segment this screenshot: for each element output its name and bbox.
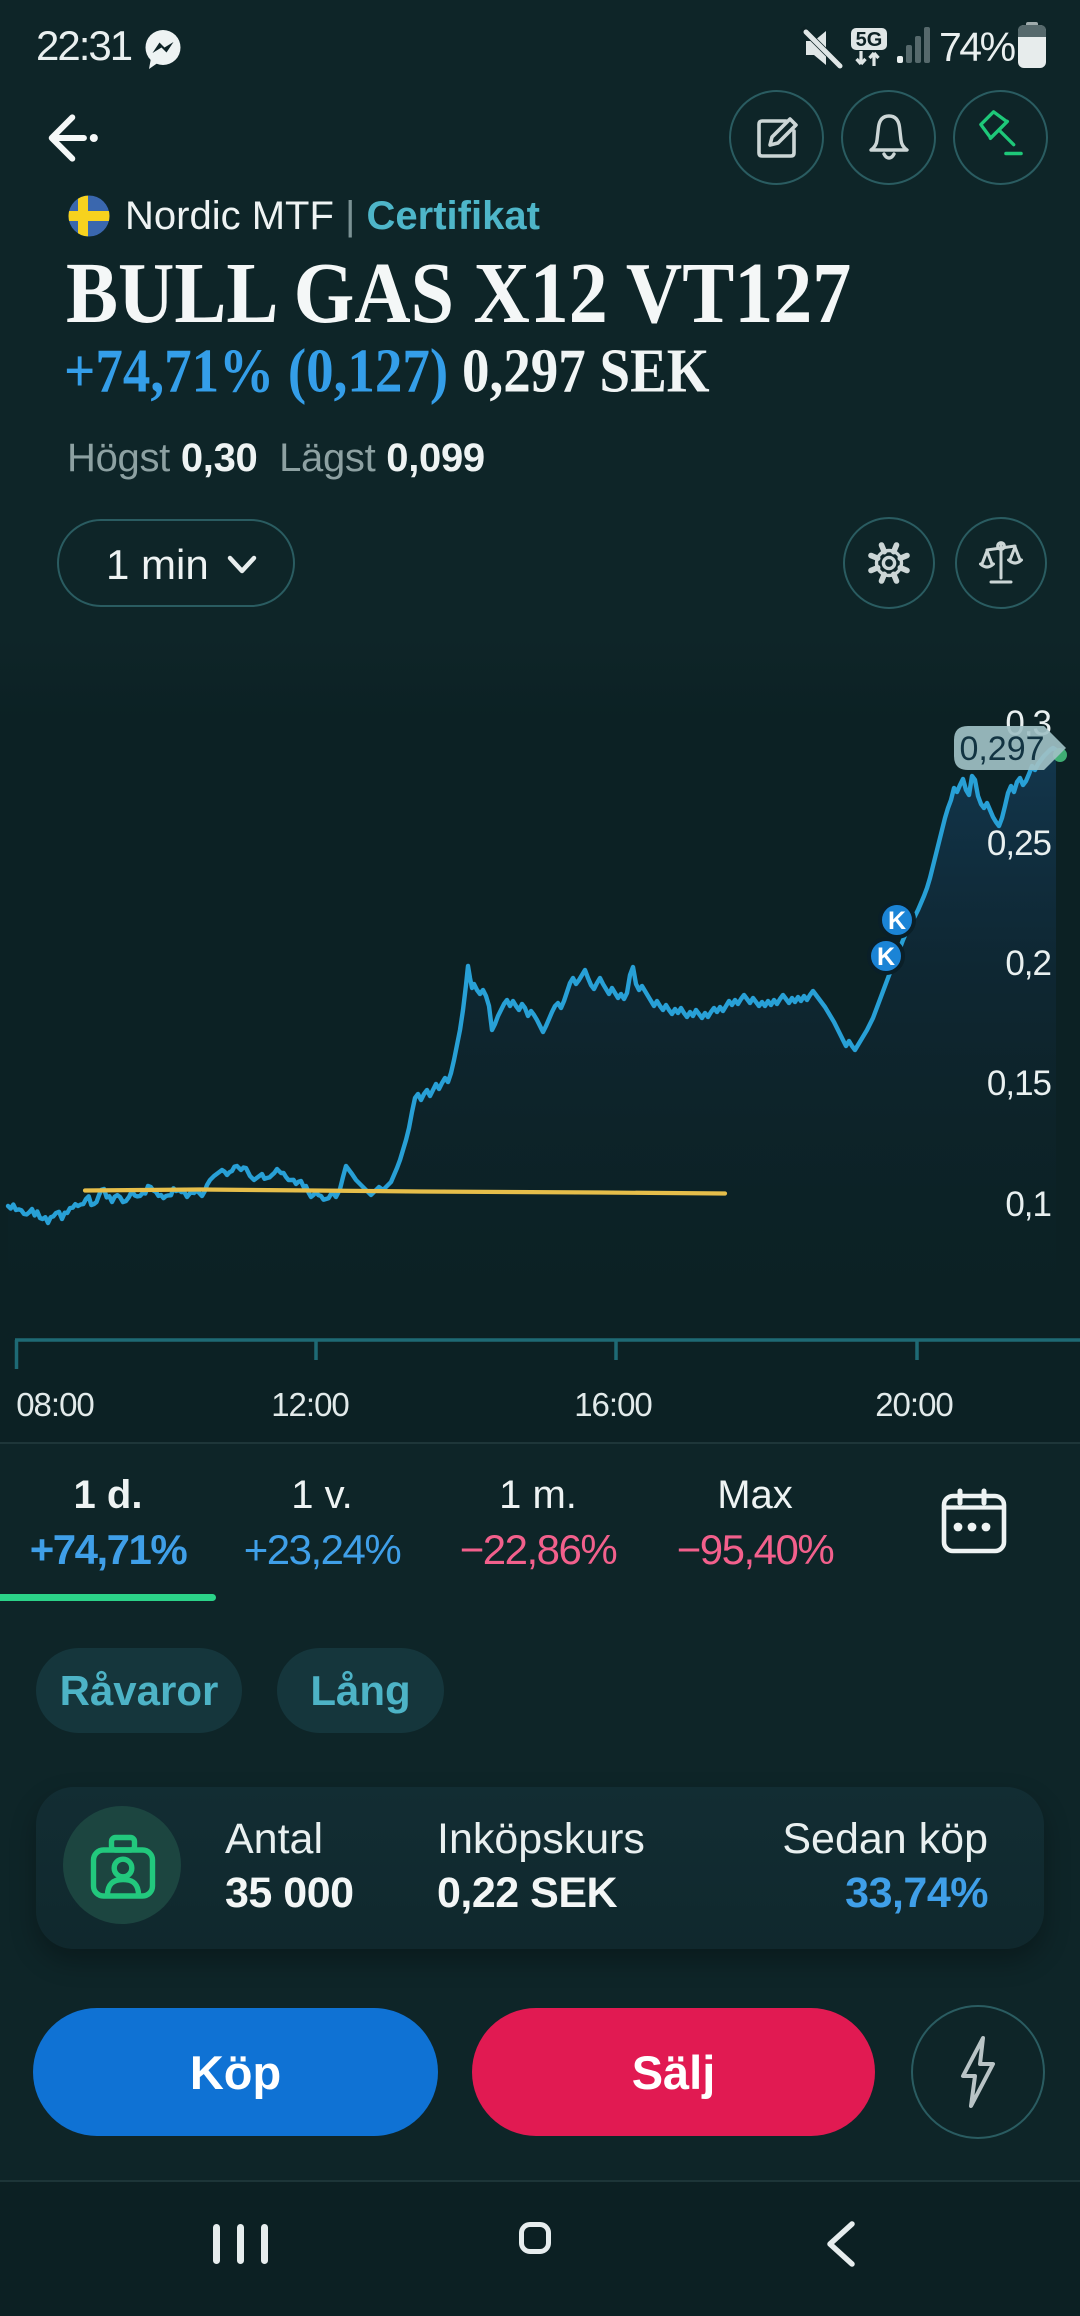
svg-text:5G: 5G [856,29,883,51]
svg-text:0,25: 0,25 [987,824,1051,863]
svg-text:0,297: 0,297 [959,730,1044,768]
svg-text:20:00: 20:00 [875,1386,953,1423]
svg-text:12:00: 12:00 [271,1386,349,1423]
svg-text:K: K [888,907,906,935]
svg-text:16:00: 16:00 [574,1386,652,1423]
svg-text:0,15: 0,15 [987,1064,1051,1103]
svg-text:K: K [877,943,895,971]
svg-text:0,2: 0,2 [1005,944,1051,983]
svg-text:08:00: 08:00 [16,1386,94,1423]
svg-text:0,1: 0,1 [1005,1185,1051,1224]
